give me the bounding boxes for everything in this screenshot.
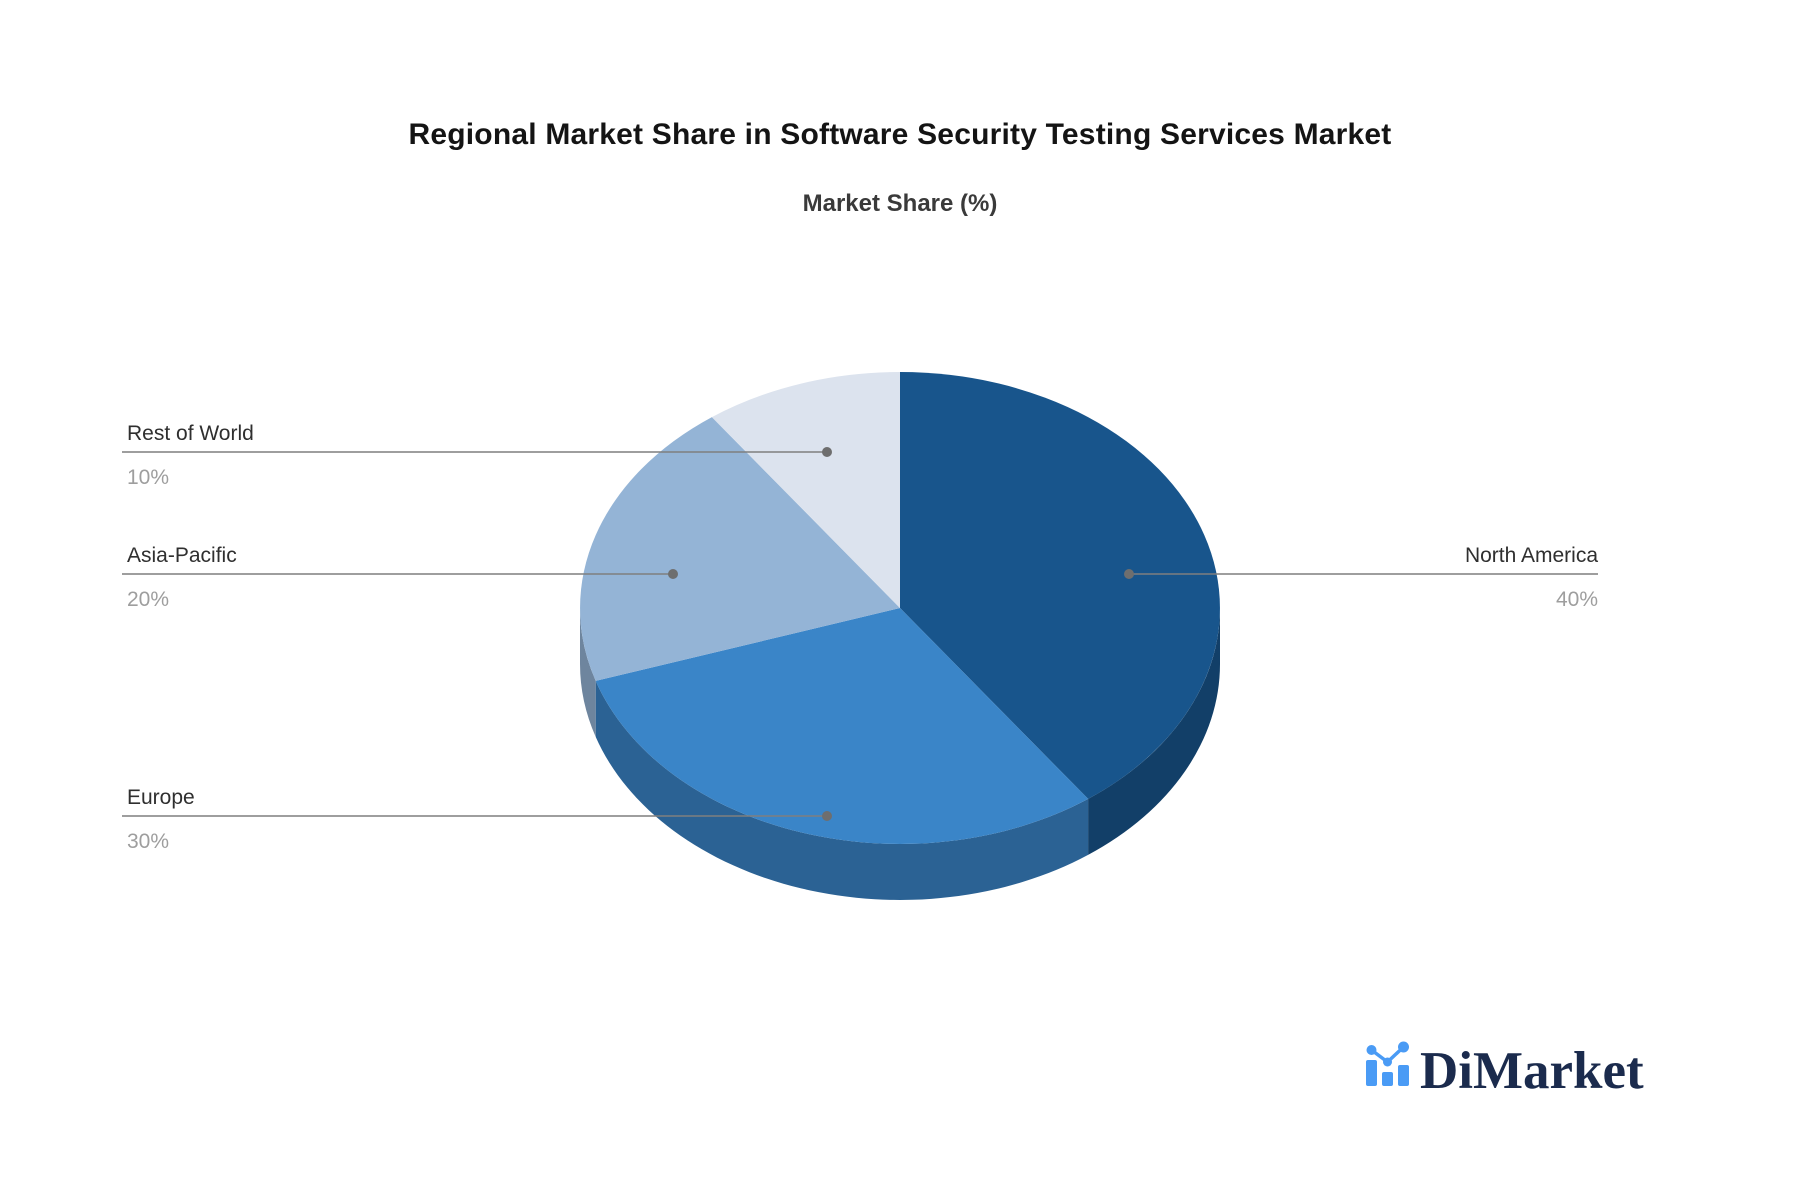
callout-asia-pacific: Asia-Pacific 20%: [122, 544, 678, 611]
logo-text: DiMarket: [1420, 1042, 1644, 1100]
slice-value: 30%: [127, 830, 169, 853]
pie-slice-rest-of-world[interactable]: [711, 372, 900, 608]
slice-value: 10%: [127, 466, 169, 489]
pie-slice-asia-pacific[interactable]: [580, 417, 900, 681]
pie-slice-wall-europe: [595, 680, 1089, 900]
callout-rest-of-world: Rest of World 10%: [122, 422, 832, 489]
pie-slice-wall-asia-pacific: [580, 608, 596, 737]
pie-slice-north-america[interactable]: [900, 372, 1220, 799]
pie-slice-wall-north-america: [1088, 608, 1220, 855]
slice-label: North America: [1465, 544, 1598, 567]
bar-chart-with-trend-dots-icon: [1366, 1041, 1409, 1086]
dimarket-logo: DiMarket: [1366, 1041, 1644, 1100]
callout-dot: [1124, 569, 1134, 579]
slice-value: 20%: [127, 588, 169, 611]
pie-3d: [580, 372, 1220, 900]
callout-dot: [822, 811, 832, 821]
slice-value: 40%: [1556, 588, 1598, 611]
slice-label: Rest of World: [127, 422, 254, 445]
callout-europe: Europe 30%: [122, 786, 832, 853]
chart-title: Regional Market Share in Software Securi…: [408, 118, 1392, 151]
chart-subtitle: Market Share (%): [802, 190, 998, 217]
slice-label: Europe: [127, 786, 195, 809]
callout-dot: [822, 447, 832, 457]
slice-label: Asia-Pacific: [127, 544, 237, 567]
callout-dot: [668, 569, 678, 579]
pie-slice-europe[interactable]: [595, 608, 1089, 844]
callout-north-america: North America 40%: [1124, 544, 1598, 611]
